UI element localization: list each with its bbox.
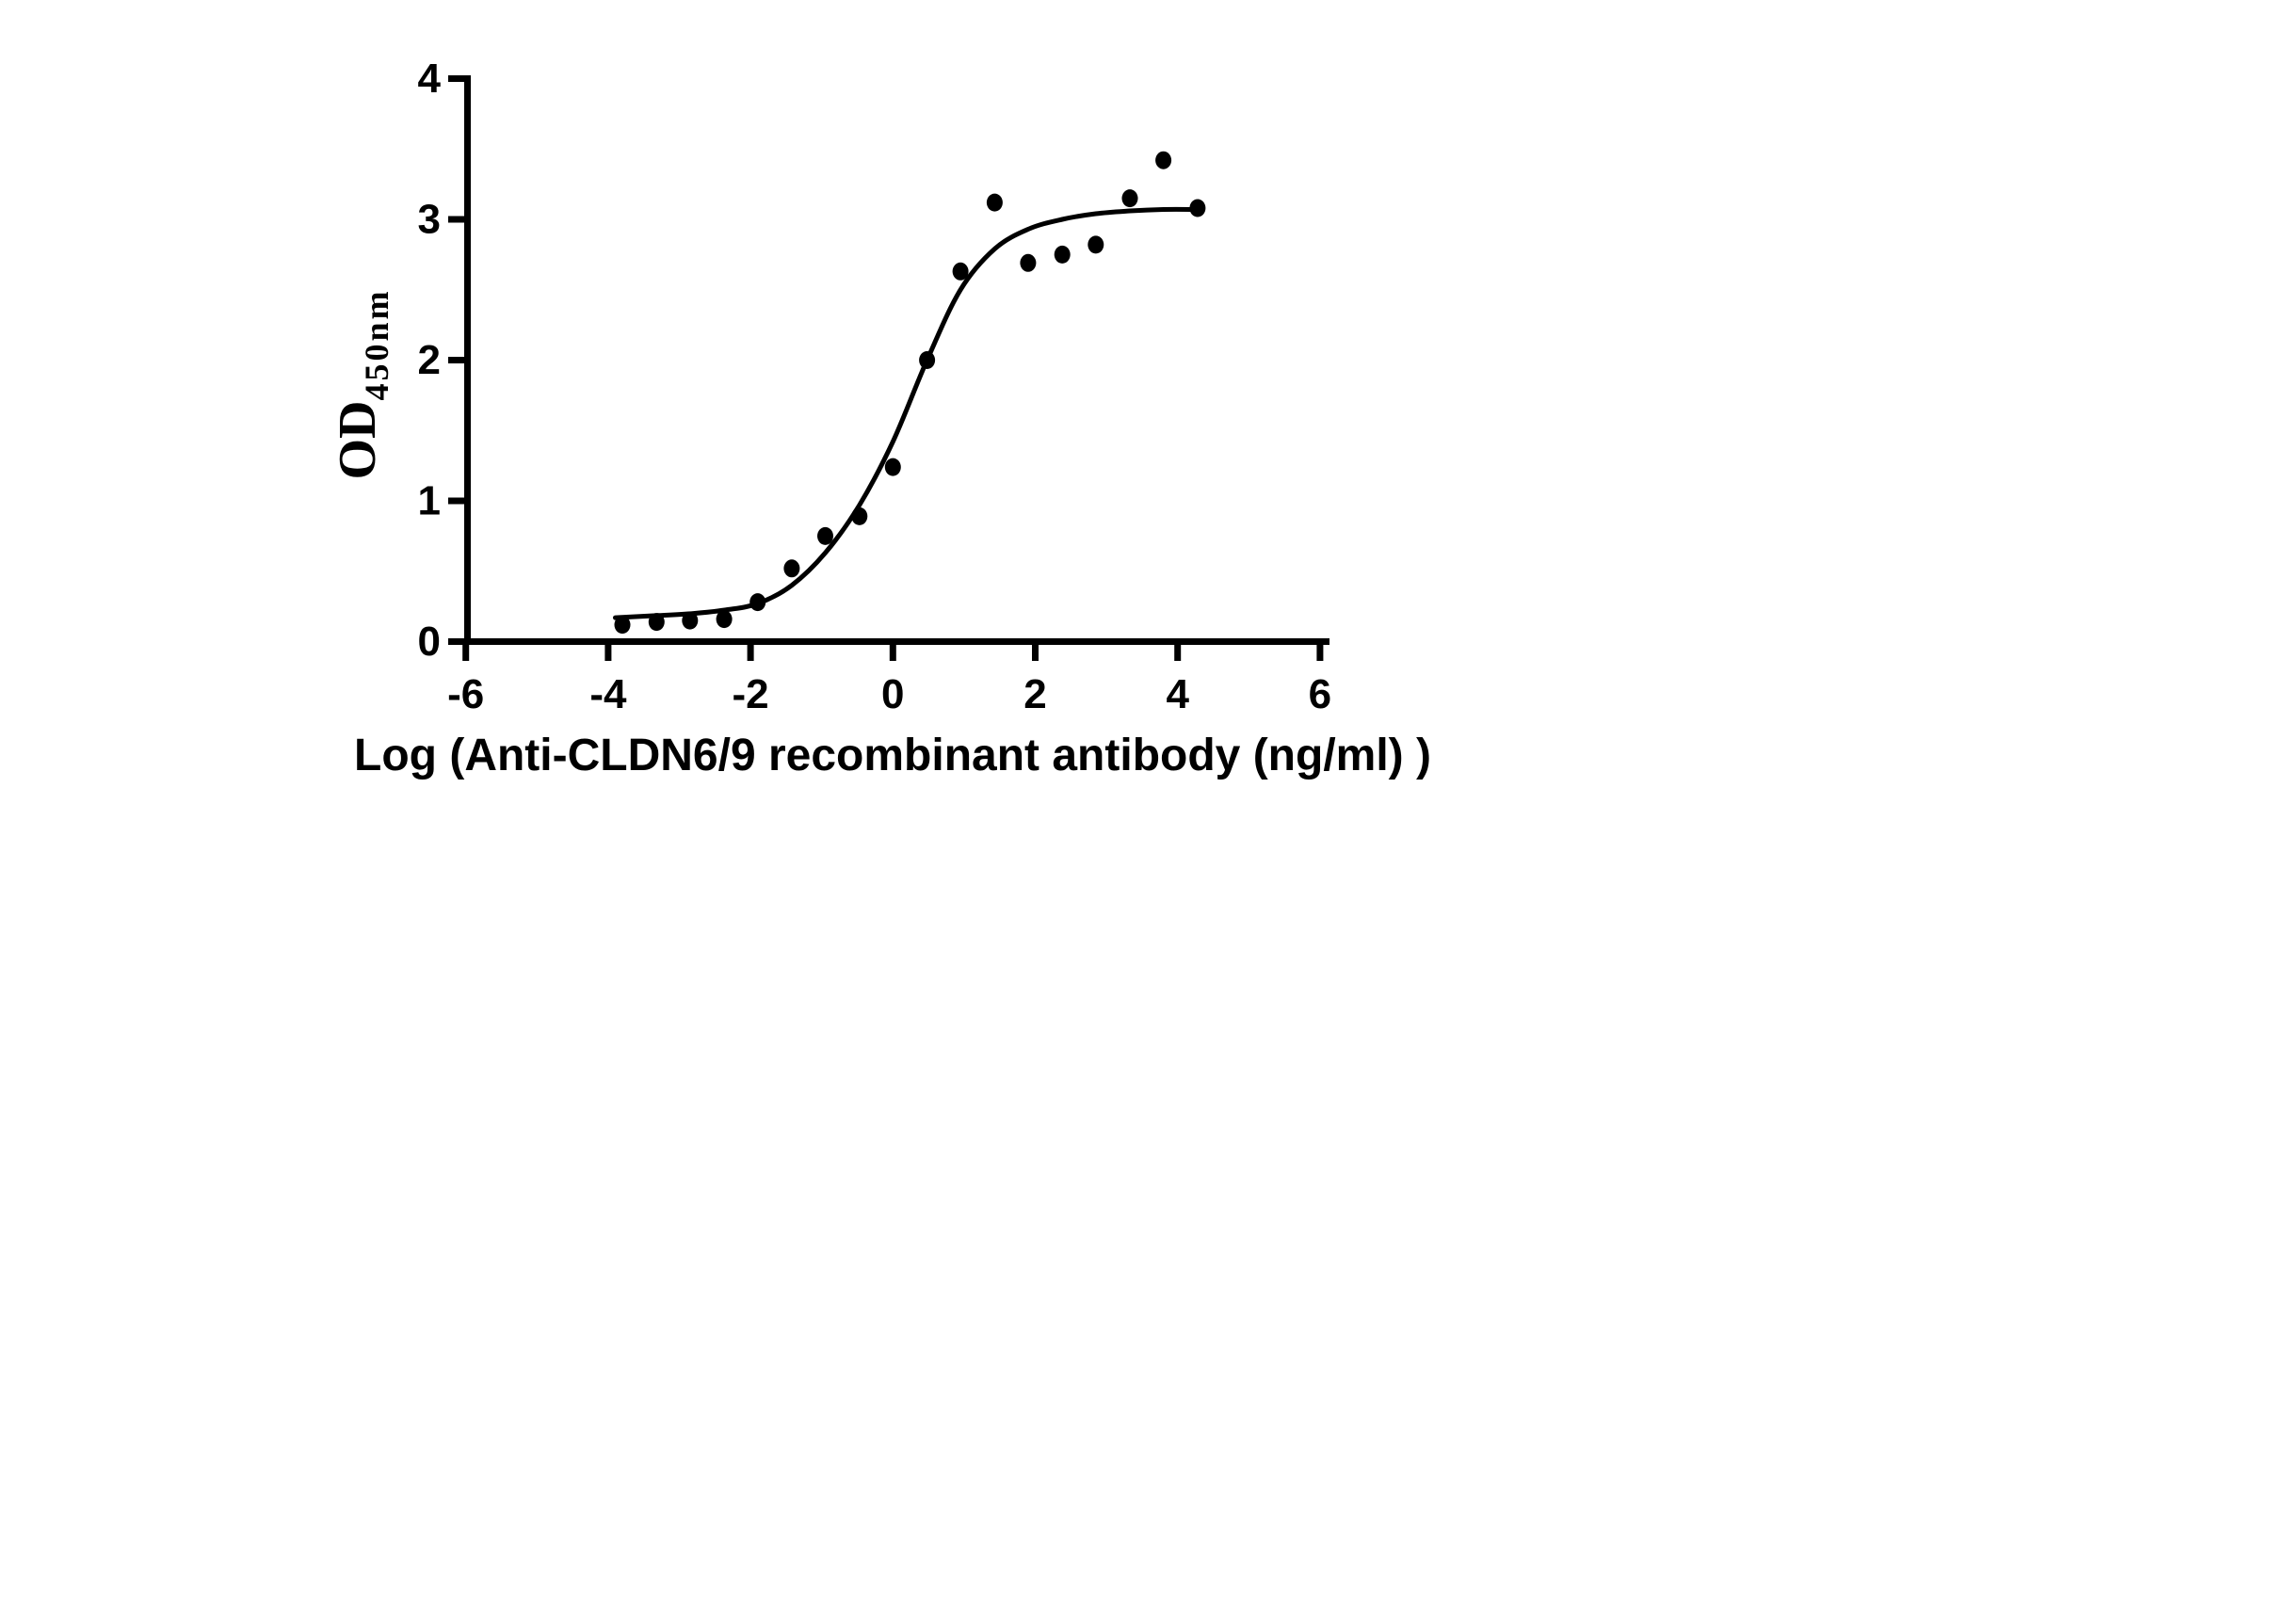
x-tick-label: -6: [447, 671, 484, 717]
data-point: [986, 193, 1003, 212]
data-point: [817, 526, 833, 545]
x-tick-label: 6: [1309, 671, 1331, 717]
data-point: [614, 616, 631, 635]
x-axis-title: Log (Anti-CLDN6/9 recombinant antibody (…: [354, 731, 1431, 780]
fit-curve: [613, 206, 1200, 620]
data-point: [1121, 189, 1138, 208]
axes: 0 1 2 3 4 -6 -4 -2 0 2 4 6: [418, 56, 1332, 717]
x-tick-label: -4: [589, 671, 627, 717]
x-tick-label: 2: [1023, 671, 1046, 717]
data-point: [783, 559, 800, 578]
data-point: [1020, 253, 1037, 272]
data-point: [1155, 151, 1172, 169]
data-point: [1054, 245, 1071, 264]
data-point: [952, 262, 969, 281]
y-axis-title-subscript: 450nm: [358, 288, 395, 400]
x-tick-label: -2: [733, 671, 769, 717]
data-point: [682, 611, 699, 630]
data-point: [1189, 199, 1206, 217]
data-point: [648, 613, 665, 632]
y-tick-label: 1: [418, 478, 441, 524]
y-tick-label: 0: [418, 619, 441, 665]
svg-text:OD450nm: OD450nm: [329, 288, 395, 479]
y-axis-title: OD450nm: [329, 288, 395, 479]
y-tick-label: 4: [418, 56, 442, 102]
y-axis-title-main: OD: [329, 401, 387, 480]
plot-area: [613, 151, 1206, 635]
data-point: [884, 458, 901, 476]
x-tick-label: 4: [1166, 671, 1189, 717]
data-point: [919, 351, 936, 369]
y-tick-label: 3: [418, 197, 441, 243]
y-tick-label: 2: [418, 337, 441, 383]
x-tick-label: 0: [881, 671, 904, 717]
data-point: [1088, 235, 1104, 254]
data-point: [749, 593, 766, 612]
data-point: [851, 506, 868, 525]
data-point: [716, 610, 733, 629]
